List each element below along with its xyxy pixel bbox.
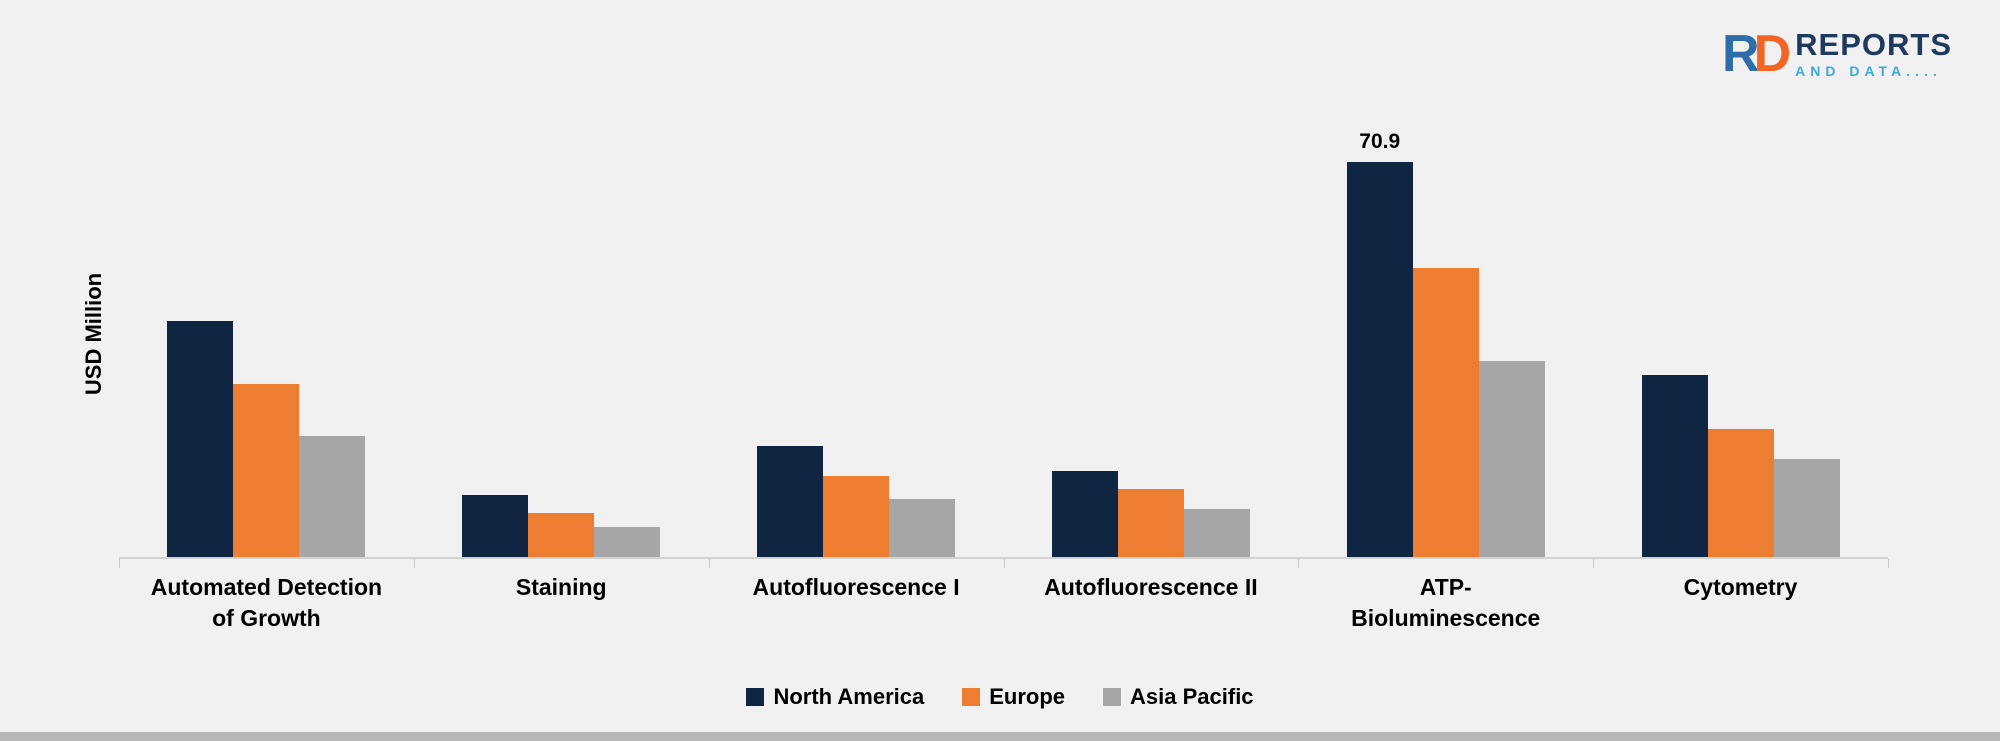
bar-asia-pacific	[1183, 509, 1250, 557]
bar-group-autofluorescence-ii	[1003, 111, 1298, 557]
bar-value-label: 70.9	[1359, 129, 1401, 153]
bar-north-america	[757, 446, 824, 557]
logo-letter-d: D	[1753, 25, 1791, 83]
x-axis-tick	[1888, 559, 1889, 568]
category-label-autofluorescence-i: Autofluorescence I	[752, 574, 960, 600]
bar-asia-pacific	[1773, 458, 1840, 557]
bar-north-america	[167, 320, 234, 557]
bar-europe	[823, 476, 890, 557]
bar-asia-pacific	[889, 499, 956, 557]
legend-swatch-europe	[962, 688, 981, 706]
legend-label-europe: Europe	[989, 684, 1066, 709]
x-axis-tick	[708, 559, 710, 568]
bottom-strip	[0, 732, 2000, 741]
bar-europe	[1707, 428, 1774, 557]
category-label-staining: Staining	[515, 574, 607, 600]
category-label-autofluorescence-ii: Autofluorescence II	[1044, 574, 1258, 600]
x-axis-tick	[119, 559, 120, 568]
x-axis-labels: Automated Detection of Growth Staining Aut…	[119, 572, 1888, 634]
logo-letter-r: R	[1722, 25, 1759, 83]
logo-text: REPORTS AND DATA....	[1795, 29, 1952, 78]
bar-group-autofluorescence-i	[709, 111, 1004, 557]
plot-area: 70.9	[119, 111, 1888, 557]
x-axis-tick	[1298, 559, 1300, 568]
bar-europe	[1412, 267, 1479, 557]
x-axis-line	[119, 557, 1889, 568]
legend-swatch-asia-pacific	[1103, 688, 1122, 706]
bar-north-america	[462, 495, 529, 557]
legend-swatch-north-america	[746, 688, 765, 706]
legend-label-asia-pacific: Asia Pacific	[1130, 684, 1254, 709]
bar-group-cytometry	[1593, 111, 1888, 557]
x-axis-tick	[1593, 559, 1595, 568]
legend-item-north-america: North America	[746, 684, 924, 710]
legend-item-europe: Europe	[962, 684, 1065, 710]
bar-asia-pacific	[299, 436, 366, 557]
bar-group-staining	[414, 111, 709, 557]
bar-europe	[233, 383, 300, 557]
bar-europe	[1117, 489, 1184, 557]
bar-north-america	[1051, 471, 1118, 557]
x-axis-tick	[413, 559, 415, 568]
bar-north-america: 70.9	[1346, 130, 1413, 557]
legend-item-asia-pacific: Asia Pacific	[1103, 684, 1254, 710]
category-label-automated-detection-of-growth: Automated Detection of Growth	[150, 574, 383, 632]
bar-europe	[528, 512, 595, 557]
category-label-cytometry: Cytometry	[1683, 574, 1798, 600]
bar-group-automated-detection-of-growth	[119, 111, 414, 557]
x-axis-tick	[1003, 559, 1005, 568]
category-label-atp-bioluminescence: ATP-Bioluminescence	[1351, 574, 1541, 632]
reports-and-data-logo: R D REPORTS AND DATA....	[1722, 28, 1952, 80]
reports-and-data-logo-icon: R D	[1722, 25, 1791, 83]
bar-asia-pacific	[594, 526, 661, 557]
bar-group-atp-bioluminescence: 70.9	[1298, 111, 1593, 557]
logo-brand-name: REPORTS	[1795, 27, 1952, 63]
logo-brand-tagline: AND DATA....	[1795, 62, 1942, 79]
y-axis-label: USD Million	[81, 272, 106, 396]
bar-asia-pacific	[1478, 360, 1545, 557]
bar-north-america	[1641, 374, 1708, 557]
legend-label-north-america: North America	[773, 684, 925, 709]
legend: North America Europe Asia Pacific	[0, 684, 2000, 710]
